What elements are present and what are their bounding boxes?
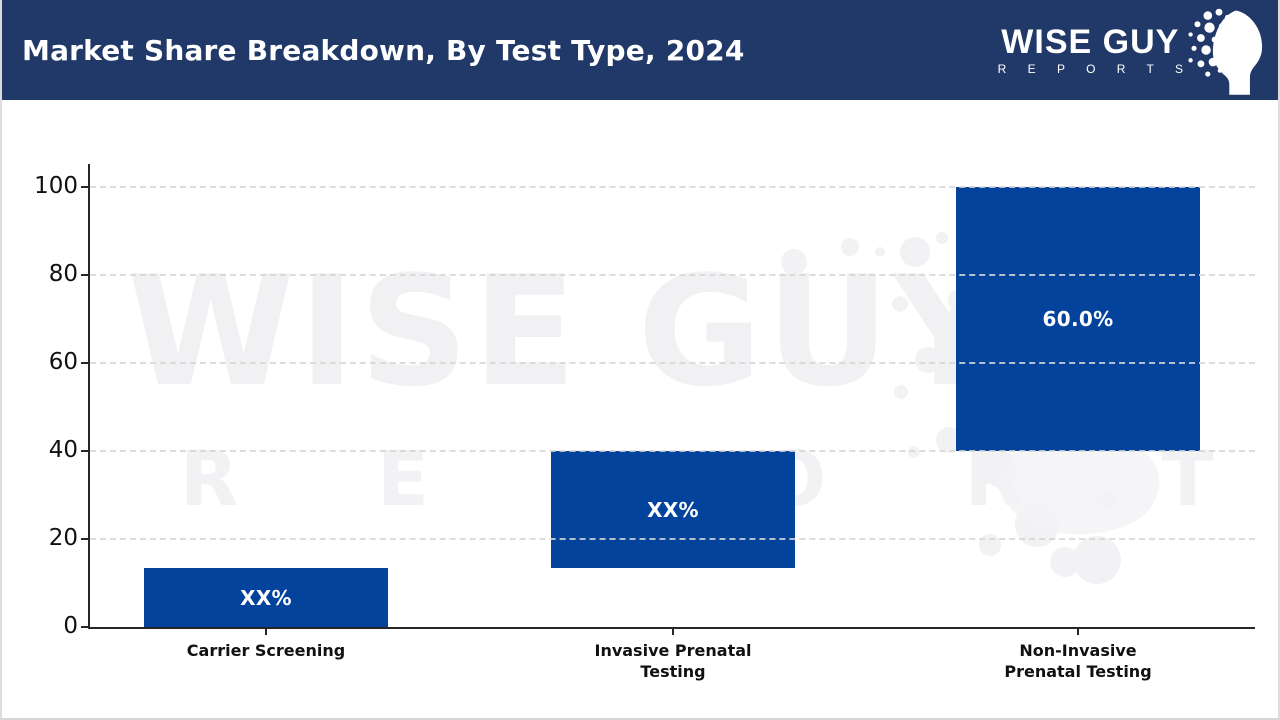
brand-name: WISE GUY	[1001, 23, 1180, 61]
x-tickmark-1	[672, 627, 674, 635]
gridline-40	[90, 450, 1255, 452]
bar-1: XX%	[551, 451, 795, 569]
bar-value-label: XX%	[647, 497, 699, 522]
y-tick-label-0: 0	[63, 613, 78, 639]
y-tickmark-100	[81, 186, 90, 188]
gridline-100	[90, 186, 1255, 188]
x-tick-label-0: Carrier Screening	[186, 641, 346, 660]
y-tick-label-60: 60	[48, 349, 78, 375]
y-axis-spine	[88, 164, 90, 629]
gridline-80	[90, 274, 1255, 276]
brand-subtitle: R E P O R T S	[997, 62, 1192, 76]
x-tickmark-2	[1077, 627, 1079, 635]
y-tickmark-60	[81, 362, 90, 364]
chart-title: Market Share Breakdown, By Test Type, 20…	[22, 33, 745, 67]
x-tick-label-2: Non-Invasive Prenatal Testing	[1004, 641, 1152, 681]
gridline-60	[90, 362, 1255, 364]
x-axis-spine	[88, 627, 1255, 629]
bar-2: 60.0%	[956, 187, 1200, 451]
y-tick-label-20: 20	[48, 525, 78, 551]
bar-value-label: XX%	[240, 585, 292, 610]
x-tick-label-1: Invasive Prenatal Testing	[594, 641, 752, 681]
y-tick-label-40: 40	[48, 437, 78, 463]
header-bar: Market Share Breakdown, By Test Type, 20…	[2, 0, 1278, 100]
watermark-brand-name: WISE GUY	[127, 243, 1008, 420]
y-tick-label-80: 80	[48, 261, 78, 287]
y-tick-label-100: 100	[34, 173, 78, 199]
y-tickmark-80	[81, 274, 90, 276]
face-profile-icon	[1188, 8, 1263, 95]
brand-logo-text: WISE GUY R E P O R T S	[989, 24, 1192, 76]
bar-value-label: 60.0%	[1042, 307, 1114, 331]
bar-0: XX%	[144, 568, 388, 627]
y-tickmark-0	[81, 626, 90, 628]
y-tickmark-20	[81, 538, 90, 540]
gridline-20	[90, 538, 1255, 540]
brand-logo: WISE GUY R E P O R T S	[989, 4, 1268, 96]
y-tickmark-40	[81, 450, 90, 452]
x-tickmark-0	[265, 627, 267, 635]
